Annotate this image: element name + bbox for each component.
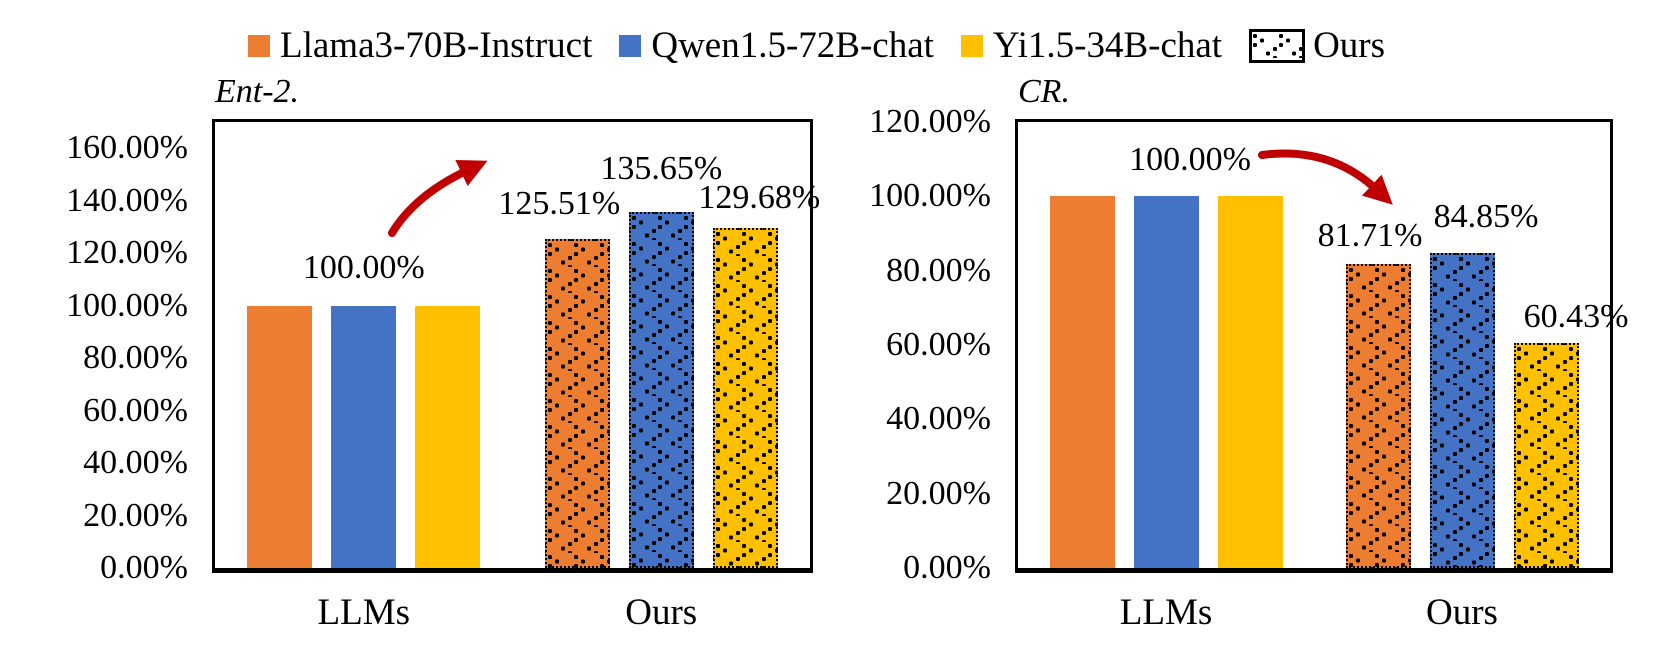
- data-label: 100.00%: [1129, 141, 1251, 179]
- data-label: 100.00%: [302, 248, 425, 286]
- data-label: 125.51%: [498, 184, 621, 222]
- chart-legend: Llama3-70B-Instruct Qwen1.5-72B-chat Yi1.5…: [248, 22, 1385, 70]
- y-axis-tick-label: 0.00%: [903, 549, 991, 586]
- x-axis-category-label-ours: Ours: [1426, 592, 1498, 633]
- y-axis-tick-label: 80.00%: [83, 339, 188, 377]
- y-axis-tick-label: 20.00%: [83, 496, 188, 534]
- x-axis-category-label-llms: LLMs: [1119, 592, 1213, 633]
- plot-area-ent-2: [212, 119, 813, 573]
- y-axis-tick-label: 120.00%: [66, 234, 188, 272]
- y-axis-tick-label: 160.00%: [66, 129, 188, 167]
- legend-swatch-ours: [1249, 29, 1306, 63]
- x-axis-category-label-ours: Ours: [625, 592, 698, 633]
- legend-swatch-llama3-70b-instruct: [248, 35, 270, 57]
- bar-yi1-5-34b-chat-llms: [415, 305, 481, 568]
- bar-qwen1-5-72b-chat-ours: [1429, 252, 1495, 568]
- y-axis-tick-label: 60.00%: [83, 391, 188, 429]
- y-axis-tick-label: 40.00%: [83, 444, 188, 482]
- data-label: 84.85%: [1433, 197, 1539, 235]
- bar-yi1-5-34b-chat-ours: [712, 227, 778, 568]
- bar-yi1-5-34b-chat-ours: [1513, 343, 1579, 568]
- y-axis-tick-label: 100.00%: [66, 286, 188, 324]
- y-axis-tick-label: 0.00%: [100, 549, 188, 586]
- bar-qwen1-5-72b-chat-ours: [628, 212, 694, 568]
- chart-title-left: Ent-2.: [215, 73, 300, 110]
- bar-llama3-70b-instruct-llms: [247, 305, 313, 568]
- data-label: 135.65%: [600, 150, 723, 188]
- legend-label: Llama3-70B-Instruct: [280, 25, 593, 66]
- data-label: 81.71%: [1317, 217, 1423, 255]
- legend-item-qwen1-5-72b-chat: Qwen1.5-72B-chat: [619, 22, 934, 70]
- plot-area-cr: [1015, 119, 1613, 573]
- legend-label: Yi1.5-34B-chat: [992, 25, 1223, 66]
- bar-llama3-70b-instruct-ours: [1345, 264, 1411, 568]
- legend-label: Qwen1.5-72B-chat: [651, 25, 934, 66]
- legend-item-ours: Ours: [1249, 22, 1385, 70]
- bar-qwen1-5-72b-chat-llms: [1133, 196, 1199, 568]
- legend-item-llama3-70b-instruct: Llama3-70B-Instruct: [248, 22, 592, 70]
- y-axis-tick-label: 80.00%: [886, 251, 991, 289]
- data-label: 60.43%: [1523, 298, 1629, 336]
- legend-swatch-yi1-5-34b-chat: [960, 35, 983, 57]
- y-axis-tick-label: 20.00%: [886, 474, 991, 512]
- legend-swatch-qwen1-5-72b-chat: [619, 35, 642, 57]
- y-axis-tick-label: 120.00%: [869, 103, 991, 140]
- bar-qwen1-5-72b-chat-llms: [331, 305, 397, 568]
- legend-label: Ours: [1313, 25, 1386, 66]
- y-axis-tick-label: 40.00%: [886, 400, 991, 438]
- y-axis-tick-label: 140.00%: [66, 181, 188, 219]
- y-axis-tick-label: 60.00%: [886, 326, 991, 363]
- bar-llama3-70b-instruct-llms: [1049, 196, 1115, 568]
- chart-title-right: CR.: [1018, 73, 1070, 110]
- y-axis-tick-label: 100.00%: [869, 177, 991, 215]
- bar-yi1-5-34b-chat-llms: [1217, 196, 1283, 568]
- data-label: 129.68%: [698, 178, 821, 216]
- bar-llama3-70b-instruct-ours: [544, 238, 610, 568]
- legend-item-yi1-5-34b-chat: Yi1.5-34B-chat: [960, 22, 1223, 70]
- x-axis-category-label-llms: LLMs: [317, 592, 411, 633]
